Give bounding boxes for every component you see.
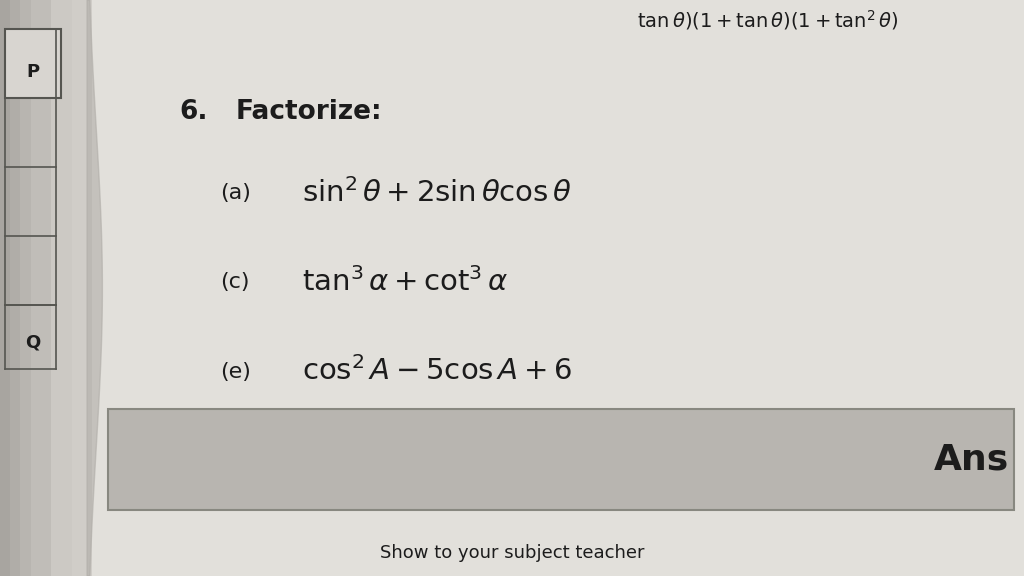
Text: (c): (c) <box>220 272 250 292</box>
Bar <box>51 0 72 576</box>
Bar <box>0 0 92 576</box>
Text: $\tan\theta)(1 + \tan\theta)(1 + \tan^2\theta)$: $\tan\theta)(1 + \tan\theta)(1 + \tan^2\… <box>637 8 899 32</box>
Text: $\cos^2 A - 5\cos A + 6$: $\cos^2 A - 5\cos A + 6$ <box>302 357 572 386</box>
Text: Ans: Ans <box>934 442 1009 476</box>
Text: 6.: 6. <box>179 99 208 126</box>
Bar <box>72 0 92 576</box>
Text: P: P <box>27 63 39 81</box>
Bar <box>20 0 31 576</box>
Bar <box>10 0 20 576</box>
Text: Q: Q <box>26 334 40 352</box>
Bar <box>5 29 61 98</box>
Text: $\sin^2\theta + 2\sin\theta\cos\theta$: $\sin^2\theta + 2\sin\theta\cos\theta$ <box>302 178 572 208</box>
Text: $\tan^3\alpha + \cot^3\alpha$: $\tan^3\alpha + \cot^3\alpha$ <box>302 267 508 297</box>
Bar <box>0 0 10 576</box>
Text: Show to your subject teacher: Show to your subject teacher <box>380 544 644 562</box>
Bar <box>31 0 51 576</box>
Text: (e): (e) <box>220 362 251 381</box>
Text: (a): (a) <box>220 183 251 203</box>
Text: Factorize:: Factorize: <box>236 99 382 126</box>
Bar <box>108 409 1014 510</box>
